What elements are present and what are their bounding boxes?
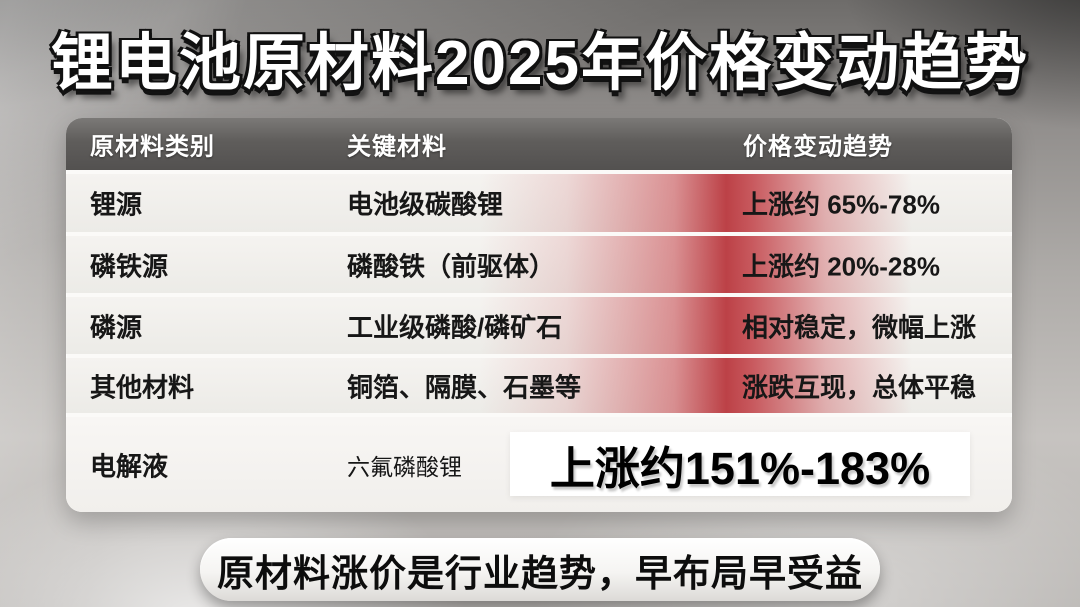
cell-material: 电池级碳酸锂 [347,189,504,220]
table-row-lithium: 锂源 电池级碳酸锂 上涨约 65%-78% [66,174,1012,232]
price-rise-gradient-bar [480,174,912,232]
cell-category: 锂源 [90,189,143,220]
table-row-other-materials: 其他材料 铜箔、隔膜、石墨等 涨跌互现，总体平稳 [66,358,1012,413]
cell-material: 工业级磷酸/磷矿石 [347,312,563,342]
table-row-electrolyte: 电解液 六氟磷酸锂 上涨约151%-183% [66,417,1012,512]
column-header-material: 关键材料 [347,133,447,161]
cell-material: 磷酸铁（前驱体） [347,251,556,281]
table-row-iron-phosphate: 磷铁源 磷酸铁（前驱体） 上涨约 20%-28% [66,236,1012,293]
cell-trend-emphasized: 上涨约151%-183% [549,442,931,494]
footer-banner-text: 原材料涨价是行业趋势，早布局早受益 [217,552,863,594]
cell-trend: 相对稳定，微幅上涨 [742,312,977,342]
price-rise-gradient-bar [480,358,912,413]
price-rise-gradient-bar [480,297,912,354]
cell-category: 电解液 [90,451,169,481]
cell-trend: 涨跌互现，总体平稳 [742,372,977,402]
column-header-trend: 价格变动趋势 [743,133,893,161]
footer-banner: 原材料涨价是行业趋势，早布局早受益 [200,538,880,601]
cell-category: 其他材料 [90,372,195,402]
cell-category: 磷铁源 [90,251,169,281]
cell-trend: 上涨约 20%-28% [742,251,940,281]
column-header-category: 原材料类别 [90,133,215,161]
cell-material: 六氟磷酸锂 [347,453,462,480]
table-row-phosphorus: 磷源 工业级磷酸/磷矿石 相对稳定，微幅上涨 [66,297,1012,354]
price-rise-gradient-bar [480,236,912,293]
page-title: 锂电池原材料2025年价格变动趋势 [51,29,1029,98]
cell-trend: 上涨约 65%-78% [742,189,940,220]
table-header-row: 原材料类别 关键材料 价格变动趋势 [66,118,1012,170]
cell-category: 磷源 [90,312,143,342]
highlighted-trend-box: 上涨约151%-183% [510,432,970,496]
price-trend-table: 原材料类别 关键材料 价格变动趋势 锂源 电池级碳酸锂 上涨约 65%-78% … [66,118,1012,512]
cell-material: 铜箔、隔膜、石墨等 [347,372,582,402]
